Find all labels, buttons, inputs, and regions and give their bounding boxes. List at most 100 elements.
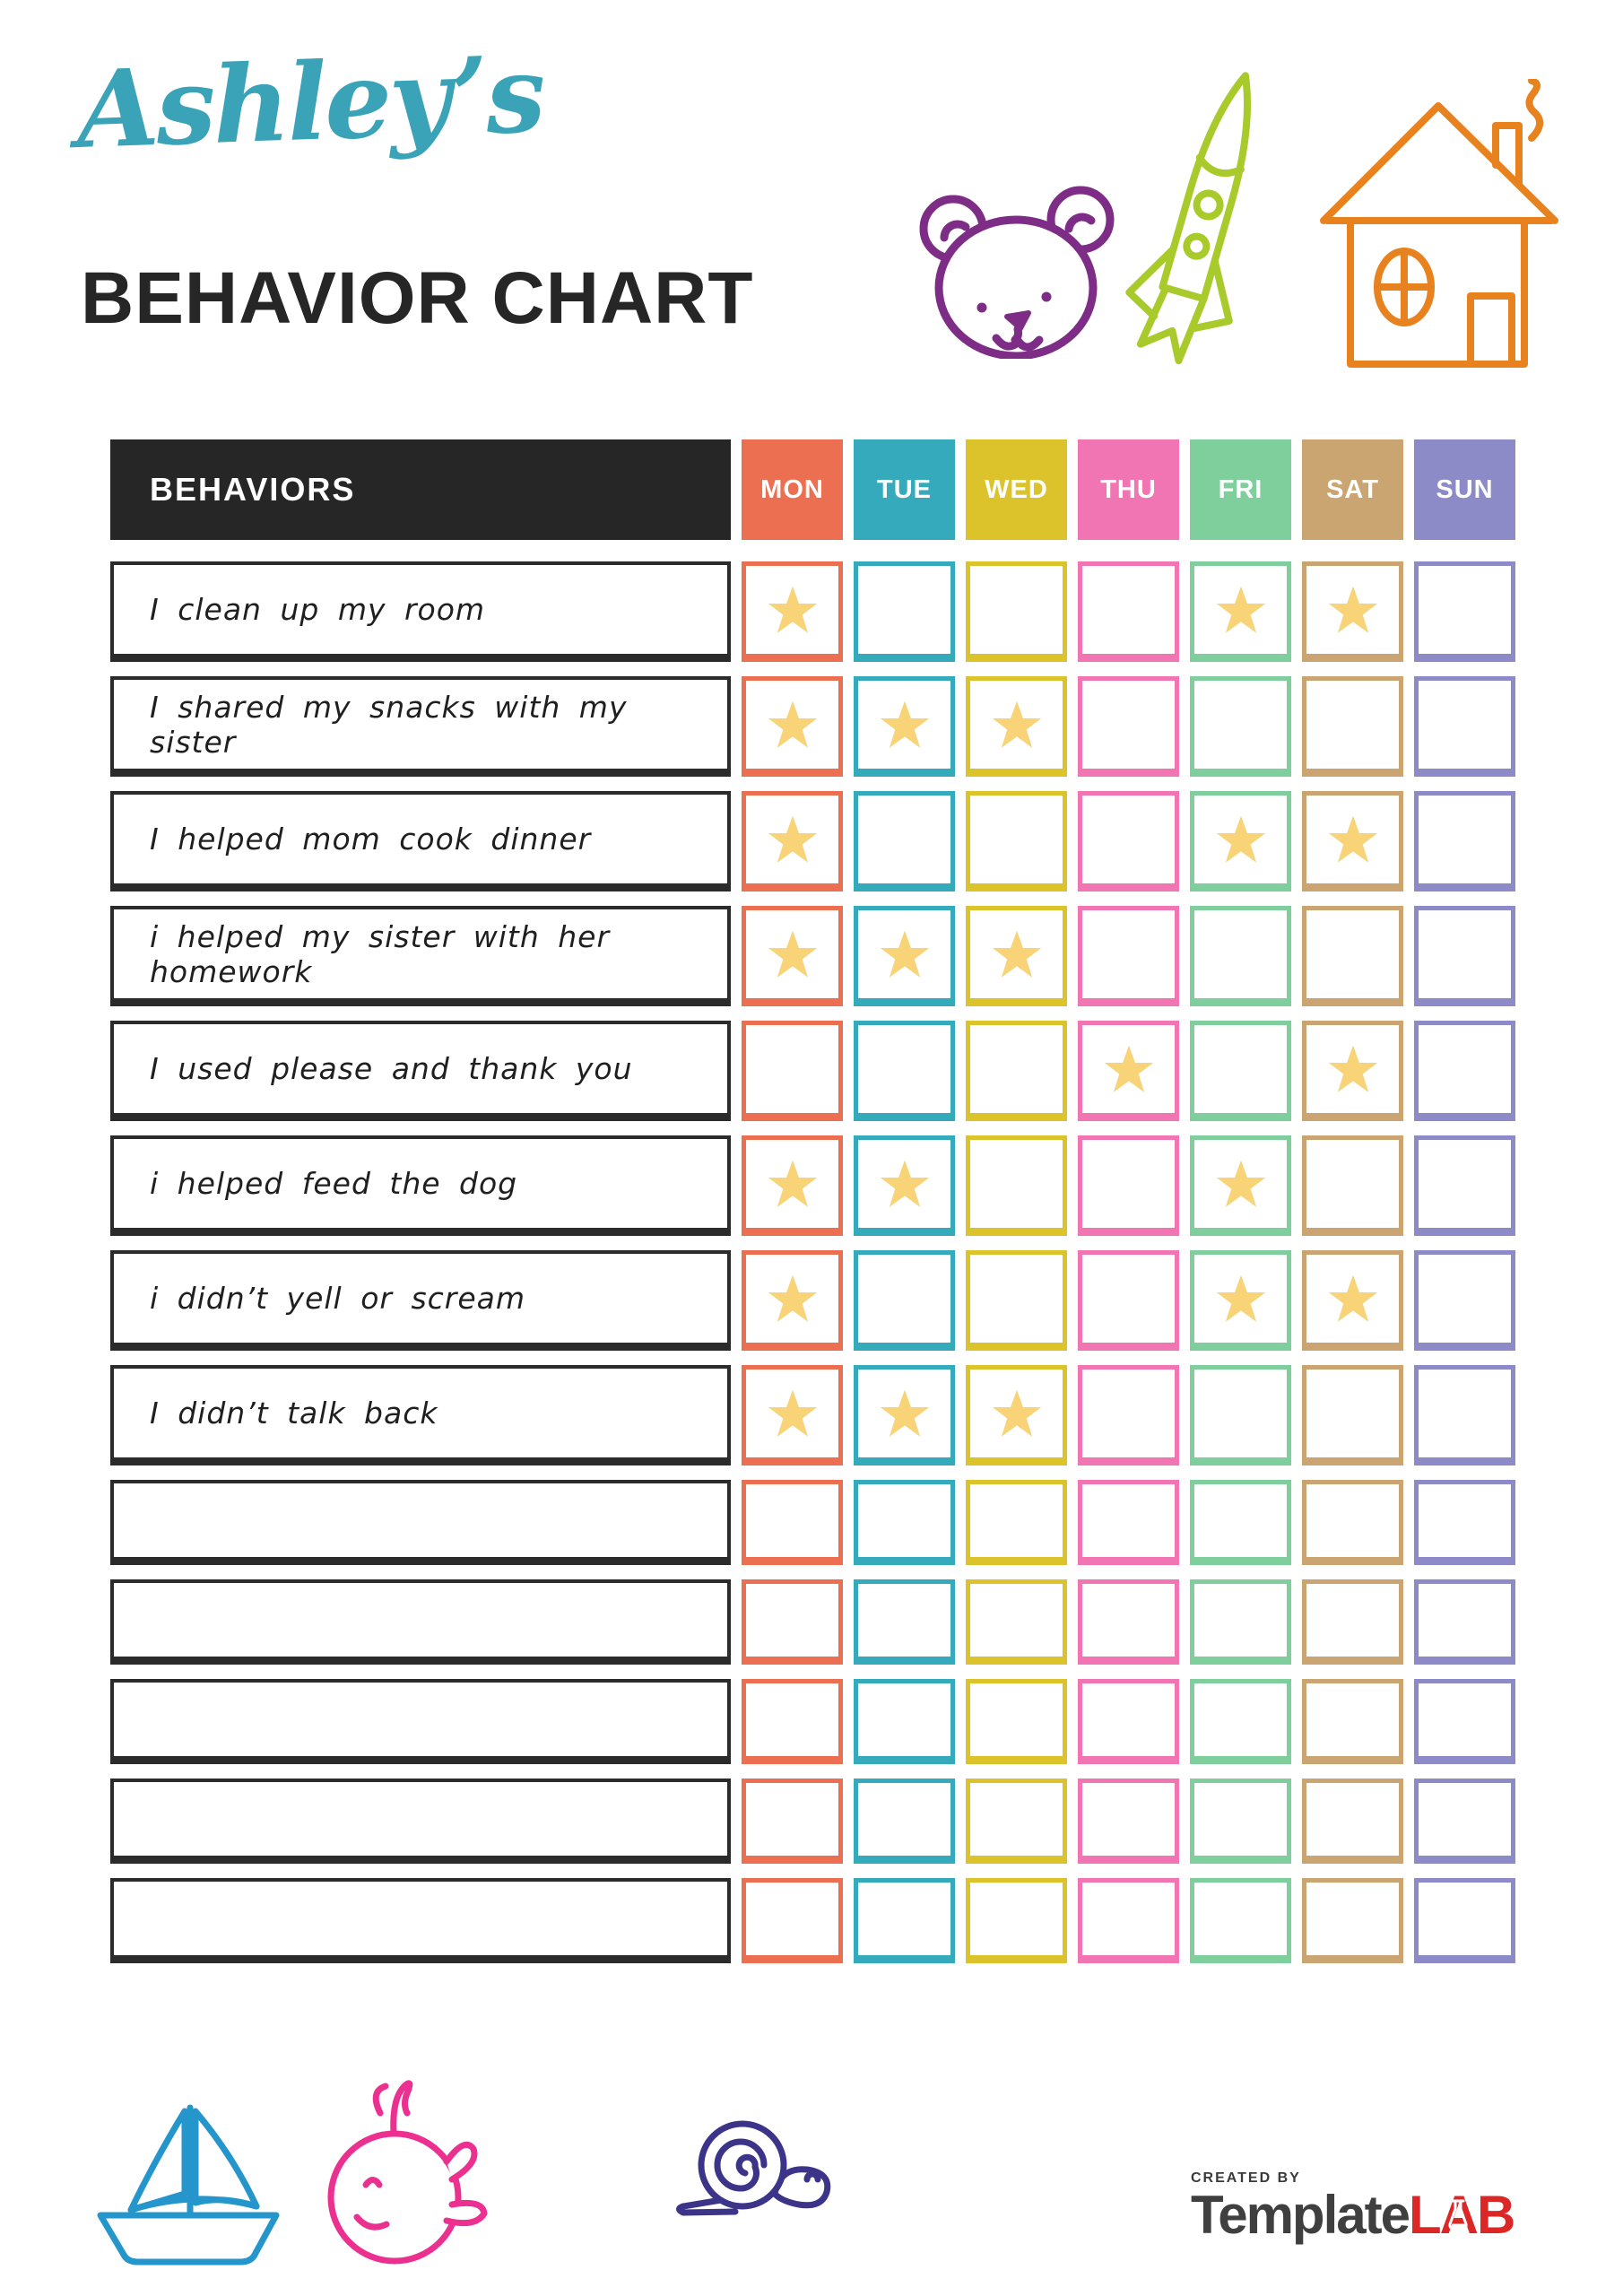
star-cell-sat [1302, 1779, 1403, 1864]
day-header-wed: WED [966, 439, 1067, 540]
table-row [110, 1779, 1515, 1864]
star-cell-sun [1414, 1021, 1515, 1121]
star-cell-tue [854, 1480, 955, 1565]
star-cell-sun [1414, 1878, 1515, 1963]
sailboat-icon [90, 2090, 287, 2274]
star-cell-fri [1190, 1365, 1291, 1465]
star-cell-fri [1190, 1021, 1291, 1121]
star-icon [1216, 1274, 1265, 1322]
star-cell-thu [1078, 791, 1179, 891]
star-cell-sat [1302, 1878, 1403, 1963]
star-icon [880, 700, 929, 748]
star-cell-tue [854, 1878, 955, 1963]
star-cell-mon [742, 1579, 843, 1665]
whale-icon [307, 2061, 499, 2272]
star-icon [768, 815, 817, 863]
created-by-label: CREATED BY [1191, 2170, 1301, 2186]
star-cell-wed [966, 1679, 1067, 1764]
star-icon [1328, 586, 1377, 633]
star-cell-sat [1302, 1021, 1403, 1121]
star-cell-sat [1302, 676, 1403, 777]
day-header-mon: MON [742, 439, 843, 540]
house-icon [1311, 79, 1571, 379]
table-row: I shared my snacks with my sister [110, 676, 1515, 777]
behavior-table: BEHAVIORS MON TUE WED THU FRI SAT SUN I clean … [110, 439, 1515, 1978]
star-cell-mon [742, 1480, 843, 1565]
star-cell-tue [854, 1779, 955, 1864]
star-cell-fri [1190, 1250, 1291, 1351]
star-icon [1216, 815, 1265, 863]
table-header-row: BEHAVIORS MON TUE WED THU FRI SAT SUN [110, 439, 1515, 540]
star-cell-tue [854, 676, 955, 777]
star-cell-thu [1078, 1021, 1179, 1121]
star-cell-mon [742, 791, 843, 891]
star-cell-wed [966, 1021, 1067, 1121]
star-icon [768, 1160, 817, 1207]
behaviors-column-header: BEHAVIORS [110, 439, 731, 540]
star-cell-wed [966, 1250, 1067, 1351]
star-cell-sat [1302, 1480, 1403, 1565]
star-cell-fri [1190, 791, 1291, 891]
day-header-fri: FRI [1190, 439, 1291, 540]
table-row: I clean up my room [110, 561, 1515, 662]
star-cell-thu [1078, 1480, 1179, 1565]
star-cell-mon [742, 1135, 843, 1236]
behavior-label [110, 1679, 731, 1764]
star-icon [1328, 815, 1377, 863]
star-cell-wed [966, 676, 1067, 777]
table-row: i helped feed the dog [110, 1135, 1515, 1236]
behavior-label: I shared my snacks with my sister [110, 676, 731, 777]
behavior-label: i helped my sister with her homework [110, 906, 731, 1006]
star-cell-wed [966, 1365, 1067, 1465]
rocket-icon [1123, 59, 1289, 373]
day-header-sun: SUN [1414, 439, 1515, 540]
star-cell-mon [742, 906, 843, 1006]
star-cell-sat [1302, 1135, 1403, 1236]
star-cell-tue [854, 1579, 955, 1665]
table-row: i didn’t yell or scream [110, 1250, 1515, 1351]
star-cell-mon [742, 1365, 843, 1465]
brand-template: Template [1191, 2185, 1410, 2245]
behavior-label: i helped feed the dog [110, 1135, 731, 1236]
star-cell-thu [1078, 1135, 1179, 1236]
star-icon [1328, 1274, 1377, 1322]
star-cell-thu [1078, 1250, 1179, 1351]
star-cell-fri [1190, 1779, 1291, 1864]
star-icon [1216, 586, 1265, 633]
behavior-label: I clean up my room [110, 561, 731, 662]
behavior-label [110, 1878, 731, 1963]
star-cell-sat [1302, 906, 1403, 1006]
bear-icon [910, 175, 1121, 359]
star-cell-wed [966, 561, 1067, 662]
star-cell-mon [742, 1878, 843, 1963]
star-icon [768, 1274, 817, 1322]
star-cell-tue [854, 1365, 955, 1465]
table-row [110, 1480, 1515, 1565]
star-cell-sat [1302, 1250, 1403, 1351]
star-icon [880, 1389, 929, 1437]
star-icon [992, 700, 1041, 748]
star-cell-sun [1414, 791, 1515, 891]
star-cell-sun [1414, 561, 1515, 662]
star-icon [768, 930, 817, 978]
table-row [110, 1679, 1515, 1764]
star-cell-sun [1414, 1135, 1515, 1236]
day-header-thu: THU [1078, 439, 1179, 540]
star-cell-sun [1414, 1579, 1515, 1665]
table-row [110, 1878, 1515, 1963]
star-cell-tue [854, 561, 955, 662]
star-cell-sun [1414, 1779, 1515, 1864]
star-cell-thu [1078, 1679, 1179, 1764]
star-cell-tue [854, 1250, 955, 1351]
star-cell-sat [1302, 1365, 1403, 1465]
star-cell-mon [742, 1250, 843, 1351]
star-cell-mon [742, 1021, 843, 1121]
star-cell-thu [1078, 676, 1179, 777]
day-header-tue: TUE [854, 439, 955, 540]
star-cell-sun [1414, 676, 1515, 777]
star-cell-tue [854, 1021, 955, 1121]
star-cell-wed [966, 1480, 1067, 1565]
star-cell-mon [742, 561, 843, 662]
star-icon [1328, 1045, 1377, 1092]
